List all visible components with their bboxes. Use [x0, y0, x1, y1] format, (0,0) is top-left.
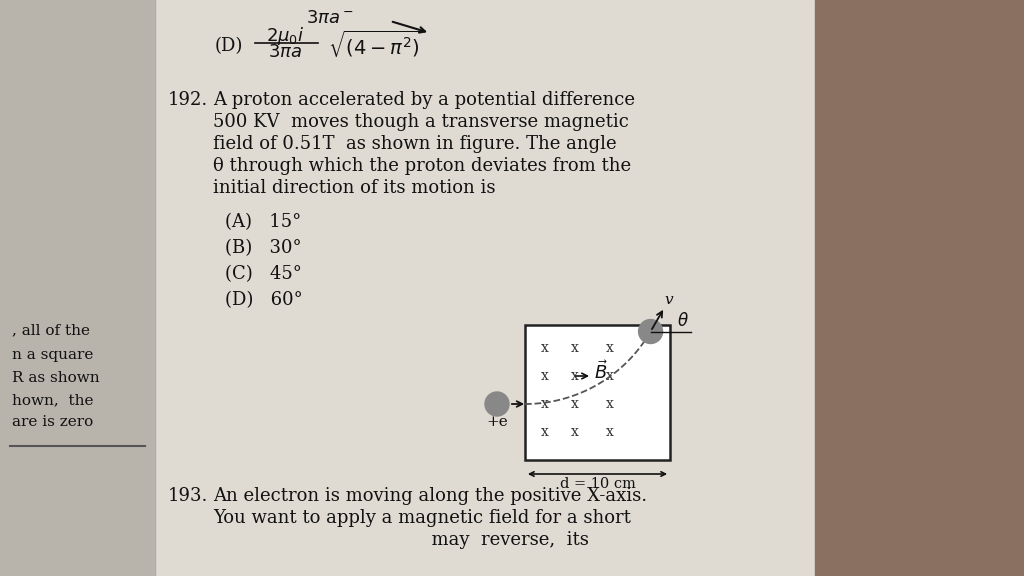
- Text: (A)   15°: (A) 15°: [225, 213, 301, 231]
- Text: 193.: 193.: [168, 487, 208, 505]
- Circle shape: [639, 320, 663, 343]
- Text: x: x: [541, 397, 549, 411]
- Text: are is zero: are is zero: [12, 415, 93, 429]
- Text: $\theta$: $\theta$: [677, 313, 688, 331]
- Text: x: x: [541, 369, 549, 383]
- Text: x: x: [606, 425, 614, 439]
- Bar: [815, 0, 1024, 576]
- Text: You want to apply a magnetic field for a short: You want to apply a magnetic field for a…: [213, 509, 631, 527]
- Text: v: v: [665, 293, 673, 308]
- Text: $2\mu_0 i$: $2\mu_0 i$: [266, 25, 304, 47]
- Text: x: x: [571, 425, 579, 439]
- Bar: [525, 325, 670, 460]
- Text: 192.: 192.: [168, 91, 208, 109]
- Bar: [0, 0, 155, 576]
- Text: $\vec{B}$: $\vec{B}$: [594, 361, 608, 384]
- Text: $\sqrt{(4-\pi^2)}$: $\sqrt{(4-\pi^2)}$: [328, 29, 424, 59]
- Text: x: x: [571, 397, 579, 411]
- Text: x: x: [571, 341, 579, 355]
- Text: θ through which the proton deviates from the: θ through which the proton deviates from…: [213, 157, 631, 175]
- Text: initial direction of its motion is: initial direction of its motion is: [213, 179, 496, 197]
- Text: R as shown: R as shown: [12, 371, 99, 385]
- Text: , all of the: , all of the: [12, 323, 90, 337]
- Text: x: x: [541, 425, 549, 439]
- Circle shape: [485, 392, 509, 416]
- Text: x: x: [606, 341, 614, 355]
- Text: (B)   30°: (B) 30°: [225, 239, 302, 257]
- Text: x: x: [606, 397, 614, 411]
- Text: +e: +e: [486, 415, 508, 429]
- Text: field of 0.51T  as shown in figure. The angle: field of 0.51T as shown in figure. The a…: [213, 135, 616, 153]
- Text: x: x: [541, 341, 549, 355]
- Text: $3\pi a^-$: $3\pi a^-$: [306, 9, 354, 27]
- Text: $3\pi a$: $3\pi a$: [268, 43, 302, 61]
- Bar: [155, 0, 815, 576]
- Text: 500 KV  moves though a transverse magnetic: 500 KV moves though a transverse magneti…: [213, 113, 629, 131]
- Text: d = 10 cm: d = 10 cm: [559, 477, 636, 491]
- Text: n a square: n a square: [12, 348, 93, 362]
- Text: (D): (D): [215, 37, 244, 55]
- Text: (C)   45°: (C) 45°: [225, 265, 302, 283]
- Text: A proton accelerated by a potential difference: A proton accelerated by a potential diff…: [213, 91, 635, 109]
- Text: x: x: [571, 369, 579, 383]
- Text: may  reverse,  its: may reverse, its: [213, 531, 589, 549]
- Text: (D)   60°: (D) 60°: [225, 291, 303, 309]
- Text: hown,  the: hown, the: [12, 393, 93, 407]
- Text: x: x: [606, 369, 614, 383]
- Text: An electron is moving along the positive X-axis.: An electron is moving along the positive…: [213, 487, 647, 505]
